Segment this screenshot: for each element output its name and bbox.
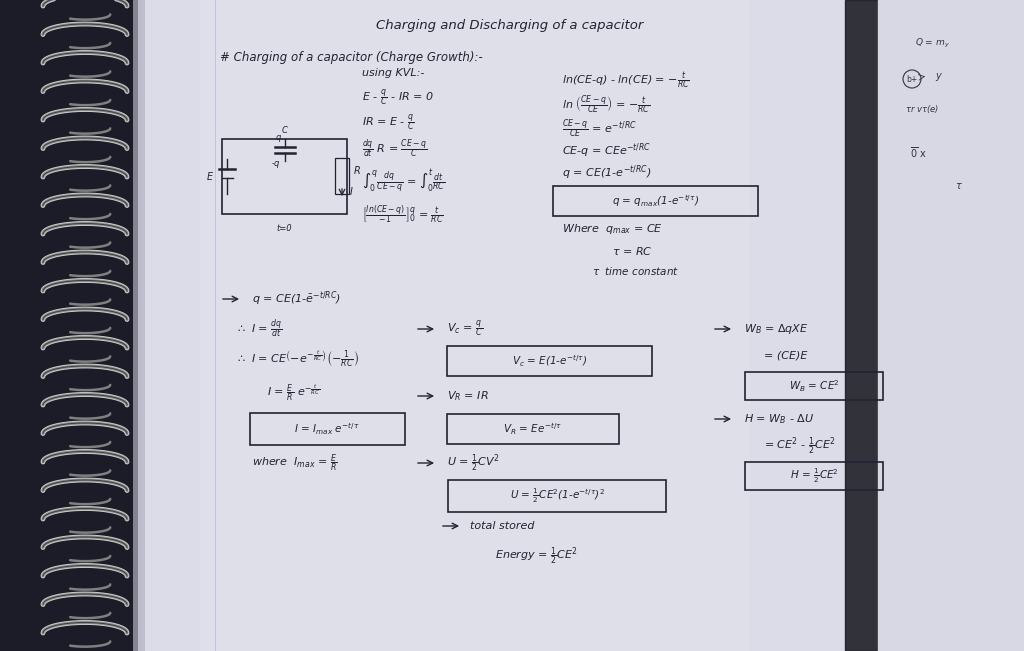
Bar — [200, 0, 750, 651]
Text: # Charging of a capacitor (Charge Growth):-: # Charging of a capacitor (Charge Growth… — [220, 51, 482, 64]
Text: H = W$_B$ - $\Delta$U: H = W$_B$ - $\Delta$U — [744, 412, 814, 426]
Text: $\frac{CE-q}{CE}$ = $e^{-t/RC}$: $\frac{CE-q}{CE}$ = $e^{-t/RC}$ — [562, 118, 637, 141]
Bar — [135, 0, 865, 651]
Text: V$_c$ = E(1-$e^{-t/\tau}$): V$_c$ = E(1-$e^{-t/\tau}$) — [512, 353, 588, 368]
Bar — [335, 158, 349, 195]
Text: V$_R$ = E$e^{-t/\tau}$: V$_R$ = E$e^{-t/\tau}$ — [504, 421, 562, 437]
Text: W$_B$ = $\Delta$qXE: W$_B$ = $\Delta$qXE — [744, 322, 809, 336]
Text: b+: b+ — [906, 74, 918, 83]
Text: ∴  I = $\frac{dq}{dt}$: ∴ I = $\frac{dq}{dt}$ — [237, 318, 283, 340]
Bar — [745, 462, 883, 490]
Text: U = $\frac{1}{2}$CE$^2$(1-$e^{-t/\tau}$)$^2$: U = $\frac{1}{2}$CE$^2$(1-$e^{-t/\tau}$)… — [510, 487, 604, 505]
Text: $\int_0^q \frac{dq}{CE-q}$ = $\int_0^t \frac{dt}{RC}$: $\int_0^q \frac{dq}{CE-q}$ = $\int_0^t \… — [362, 167, 445, 195]
Text: total stored: total stored — [470, 521, 535, 531]
Bar — [0, 0, 138, 651]
Text: q = CE(1-$e^{-t/RC}$): q = CE(1-$e^{-t/RC}$) — [562, 163, 651, 182]
Text: V$_R$ = IR: V$_R$ = IR — [447, 389, 488, 403]
Text: q = q$_{max}$(1-$e^{-t/\tau}$): q = q$_{max}$(1-$e^{-t/\tau}$) — [611, 193, 698, 209]
Text: $\overline{0}$ x: $\overline{0}$ x — [910, 146, 927, 160]
Text: t=0: t=0 — [276, 224, 292, 233]
Bar — [250, 413, 404, 445]
Bar — [133, 0, 145, 651]
Text: U = $\frac{1}{2}$CV$^2$: U = $\frac{1}{2}$CV$^2$ — [447, 452, 500, 474]
Text: $\tau$ = RC: $\tau$ = RC — [612, 245, 652, 257]
Text: E - $\frac{q}{C}$ - IR = 0: E - $\frac{q}{C}$ - IR = 0 — [362, 88, 434, 108]
Bar — [745, 372, 883, 400]
Bar — [447, 414, 618, 444]
Text: Energy = $\frac{1}{2}$CE$^2$: Energy = $\frac{1}{2}$CE$^2$ — [495, 546, 578, 567]
Text: $\tau$r v$\tau$(e): $\tau$r v$\tau$(e) — [905, 103, 939, 115]
Text: $\frac{dq}{dt}$ R = $\frac{CE-q}{C}$: $\frac{dq}{dt}$ R = $\frac{CE-q}{C}$ — [362, 137, 428, 160]
Bar — [449, 480, 666, 512]
Polygon shape — [878, 0, 1024, 651]
Bar — [222, 139, 347, 214]
Text: q = CE(1-$\bar{e}^{-t/RC}$): q = CE(1-$\bar{e}^{-t/RC}$) — [252, 290, 341, 309]
Text: I = I$_{max}$ $e^{-t/\tau}$: I = I$_{max}$ $e^{-t/\tau}$ — [294, 421, 359, 437]
Text: Q = m$_y$: Q = m$_y$ — [915, 36, 950, 49]
Text: E: E — [207, 171, 213, 182]
Text: where  I$_{max}$ = $\frac{E}{R}$: where I$_{max}$ = $\frac{E}{R}$ — [252, 452, 338, 474]
Text: using KVL:-: using KVL:- — [362, 68, 424, 78]
Text: V$_c$ = $\frac{q}{C}$: V$_c$ = $\frac{q}{C}$ — [447, 319, 483, 339]
Text: R: R — [354, 167, 360, 176]
Text: Charging and Discharging of a capacitor: Charging and Discharging of a capacitor — [376, 20, 644, 33]
Text: ln $\left(\frac{CE-q}{CE}\right)$ = $-\frac{t}{RC}$: ln $\left(\frac{CE-q}{CE}\right)$ = $-\f… — [562, 94, 650, 117]
Bar — [553, 186, 758, 216]
Text: = (CE)E: = (CE)E — [764, 350, 807, 360]
Text: W$_B$ = CE$^2$: W$_B$ = CE$^2$ — [788, 378, 840, 394]
Text: ∴  I = CE$\left(-e^{-\frac{t}{RC}}\right)\left(-\frac{1}{RC}\right)$: ∴ I = CE$\left(-e^{-\frac{t}{RC}}\right)… — [237, 349, 359, 369]
Text: = CE$^2$ - $\frac{1}{2}$CE$^2$: = CE$^2$ - $\frac{1}{2}$CE$^2$ — [764, 436, 836, 457]
Text: IR = E - $\frac{q}{C}$: IR = E - $\frac{q}{C}$ — [362, 113, 415, 133]
Text: $\left[\frac{ln(CE-q)}{-1}\right]_0^q$ = $\frac{t}{RC}$: $\left[\frac{ln(CE-q)}{-1}\right]_0^q$ =… — [362, 204, 443, 227]
Polygon shape — [845, 0, 878, 651]
Text: ln(CE-q) - ln(CE) = $-\frac{t}{RC}$: ln(CE-q) - ln(CE) = $-\frac{t}{RC}$ — [562, 71, 690, 91]
Bar — [447, 346, 652, 376]
Text: I: I — [350, 187, 353, 197]
Text: C: C — [282, 126, 288, 135]
Text: I = $\frac{E}{R}$ $e^{-\frac{t}{RC}}$: I = $\frac{E}{R}$ $e^{-\frac{t}{RC}}$ — [267, 383, 321, 403]
Text: $\tau$  time constant: $\tau$ time constant — [592, 265, 679, 277]
Text: y: y — [935, 71, 941, 81]
Text: Where  q$_{max}$ = CE: Where q$_{max}$ = CE — [562, 222, 663, 236]
Text: q: q — [275, 133, 281, 142]
Text: $\tau$: $\tau$ — [955, 181, 963, 191]
Text: -q: -q — [272, 159, 281, 168]
Bar — [845, 0, 1024, 651]
Text: CE-q = CEe$^{-t/RC}$: CE-q = CEe$^{-t/RC}$ — [562, 142, 651, 160]
Text: H = $\frac{1}{2}$CE$^2$: H = $\frac{1}{2}$CE$^2$ — [790, 467, 839, 485]
